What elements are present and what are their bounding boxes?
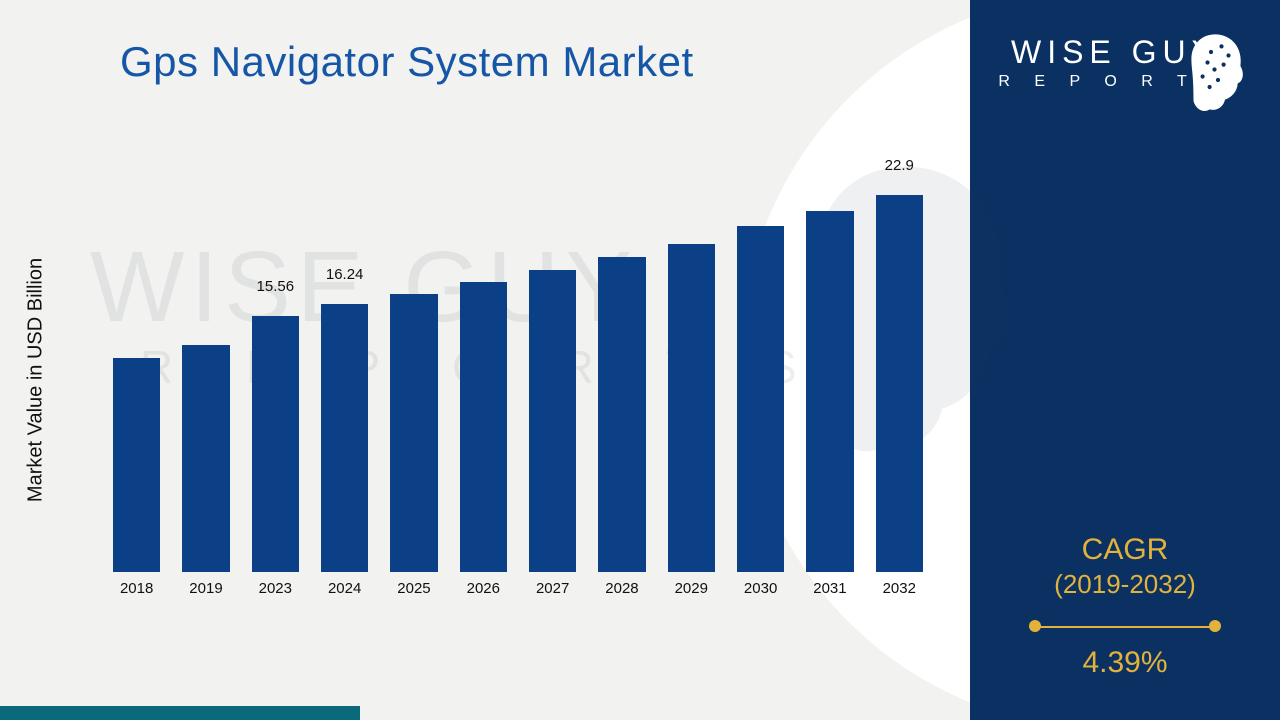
- x-tick-label: 2019: [171, 574, 240, 600]
- bar-column: [726, 160, 795, 572]
- bar: [182, 345, 229, 572]
- x-tick-label: 2025: [379, 574, 448, 600]
- bar-chart: Market Value in USD Billion 15.5616.2422…: [40, 160, 940, 600]
- cagr-dot-left: [1029, 620, 1041, 632]
- bar-column: 15.56: [241, 160, 310, 572]
- chart-title: Gps Navigator System Market: [120, 38, 694, 86]
- x-tick-label: 2031: [795, 574, 864, 600]
- cagr-period: (2019-2032): [1010, 569, 1240, 600]
- bar: [529, 270, 576, 572]
- bar: [113, 358, 160, 572]
- bar: [390, 294, 437, 573]
- bottom-accent-bar: [0, 706, 360, 720]
- cagr-title: CAGR: [1010, 533, 1240, 567]
- bar-column: 22.9: [865, 160, 934, 572]
- bar-value-label: 16.24: [326, 266, 364, 285]
- bar-column: [795, 160, 864, 572]
- cagr-value: 4.39%: [1010, 646, 1240, 680]
- bar-column: [657, 160, 726, 572]
- bar-value-label: 22.9: [885, 157, 914, 176]
- bar: [737, 226, 784, 572]
- bar: [252, 316, 299, 572]
- x-tick-label: 2027: [518, 574, 587, 600]
- plot-area: 15.56 16.24 22.9: [96, 160, 940, 572]
- cagr-dot-right: [1209, 620, 1221, 632]
- bar-group: 15.56 16.24 22.9: [96, 160, 940, 572]
- bar: [806, 211, 853, 572]
- x-tick-label: 2026: [449, 574, 518, 600]
- bar-value-label: 15.56: [257, 278, 295, 297]
- x-tick-label: 2028: [587, 574, 656, 600]
- bar: [598, 257, 645, 572]
- bar: [460, 282, 507, 572]
- bar-column: [171, 160, 240, 572]
- y-axis-label: Market Value in USD Billion: [25, 258, 48, 502]
- bar-column: [379, 160, 448, 572]
- x-tick-label: 2023: [241, 574, 310, 600]
- bar-column: [102, 160, 171, 572]
- x-axis: 2018201920232024202520262027202820292030…: [96, 574, 940, 600]
- brand-head-icon: [1176, 28, 1246, 118]
- bar: [876, 195, 923, 572]
- x-tick-label: 2024: [310, 574, 379, 600]
- cagr-block: CAGR (2019-2032) 4.39%: [1010, 533, 1240, 680]
- bar-column: [449, 160, 518, 572]
- cagr-divider: [1035, 616, 1215, 636]
- bar-column: [587, 160, 656, 572]
- page-root: WISE GUY R E P O R T S Gps Navigator Sys…: [0, 0, 1280, 720]
- x-tick-label: 2030: [726, 574, 795, 600]
- bar-column: [518, 160, 587, 572]
- x-tick-label: 2029: [657, 574, 726, 600]
- x-tick-label: 2032: [865, 574, 934, 600]
- bar: [668, 244, 715, 572]
- x-tick-label: 2018: [102, 574, 171, 600]
- brand-logo: WISE GUY R E P O R T S: [990, 34, 1240, 91]
- bar: [321, 304, 368, 572]
- bar-column: 16.24: [310, 160, 379, 572]
